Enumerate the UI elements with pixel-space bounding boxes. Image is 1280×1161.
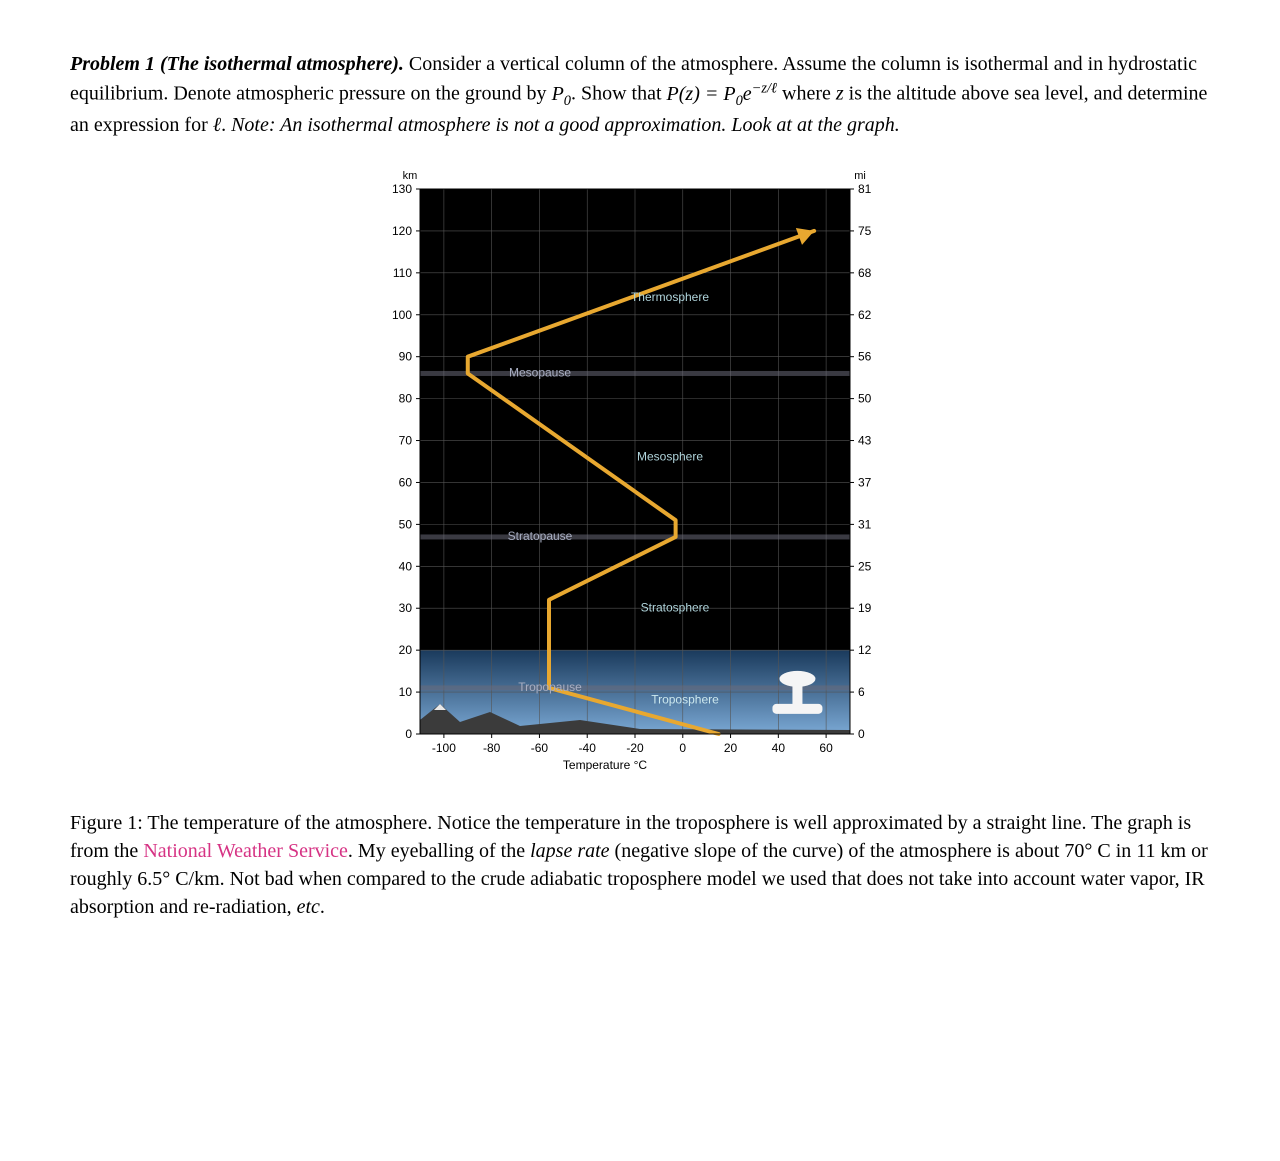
nws-link[interactable]: National Weather Service [143, 840, 348, 862]
svg-text:56: 56 [858, 350, 872, 364]
svg-text:50: 50 [858, 391, 872, 405]
svg-text:43: 43 [858, 433, 872, 447]
svg-text:75: 75 [858, 224, 872, 238]
svg-text:-100: -100 [432, 741, 456, 755]
svg-text:60: 60 [819, 741, 833, 755]
svg-text:25: 25 [858, 559, 872, 573]
svg-text:20: 20 [399, 643, 413, 657]
svg-text:Mesosphere: Mesosphere [637, 449, 703, 463]
svg-text:0: 0 [405, 727, 412, 741]
figure-caption: Figure 1: The temperature of the atmosph… [70, 809, 1210, 921]
svg-text:-80: -80 [483, 741, 501, 755]
svg-text:6: 6 [858, 685, 865, 699]
svg-text:68: 68 [858, 266, 872, 280]
svg-text:Temperature °C: Temperature °C [563, 758, 647, 772]
problem-heading: Problem 1 [70, 53, 155, 75]
svg-text:130: 130 [392, 182, 412, 196]
svg-text:mi: mi [854, 170, 866, 182]
svg-text:Tropopause: Tropopause [518, 680, 582, 694]
svg-text:90: 90 [399, 350, 413, 364]
atmosphere-chart-container: km mi Thermosphere Mesopause Mesosphere Strat… [70, 164, 1210, 784]
svg-text:Mesopause: Mesopause [509, 365, 571, 379]
svg-text:Stratopause: Stratopause [508, 529, 573, 543]
svg-text:19: 19 [858, 601, 872, 615]
svg-text:81: 81 [858, 182, 872, 196]
svg-text:80: 80 [399, 391, 413, 405]
svg-text:40: 40 [399, 559, 413, 573]
svg-text:Stratosphere: Stratosphere [641, 600, 710, 614]
svg-text:70: 70 [399, 433, 413, 447]
svg-text:-60: -60 [531, 741, 549, 755]
svg-text:37: 37 [858, 475, 872, 489]
svg-text:-20: -20 [626, 741, 644, 755]
atmosphere-chart: km mi Thermosphere Mesopause Mesosphere Strat… [370, 164, 910, 784]
svg-text:km: km [403, 170, 418, 182]
svg-text:12: 12 [858, 643, 872, 657]
svg-text:60: 60 [399, 475, 413, 489]
svg-text:10: 10 [399, 685, 413, 699]
svg-text:Thermosphere: Thermosphere [631, 290, 709, 304]
svg-text:30: 30 [399, 601, 413, 615]
svg-text:Troposphere: Troposphere [651, 692, 719, 706]
svg-text:62: 62 [858, 308, 872, 322]
svg-text:0: 0 [858, 727, 865, 741]
svg-text:50: 50 [399, 517, 413, 531]
svg-text:100: 100 [392, 308, 412, 322]
svg-text:110: 110 [393, 266, 412, 280]
problem-statement: Problem 1 (The isothermal atmosphere). C… [70, 50, 1210, 139]
svg-text:40: 40 [772, 741, 786, 755]
svg-text:120: 120 [392, 224, 412, 238]
svg-text:-40: -40 [579, 741, 597, 755]
svg-text:0: 0 [679, 741, 686, 755]
svg-text:20: 20 [724, 741, 738, 755]
svg-text:31: 31 [858, 517, 872, 531]
